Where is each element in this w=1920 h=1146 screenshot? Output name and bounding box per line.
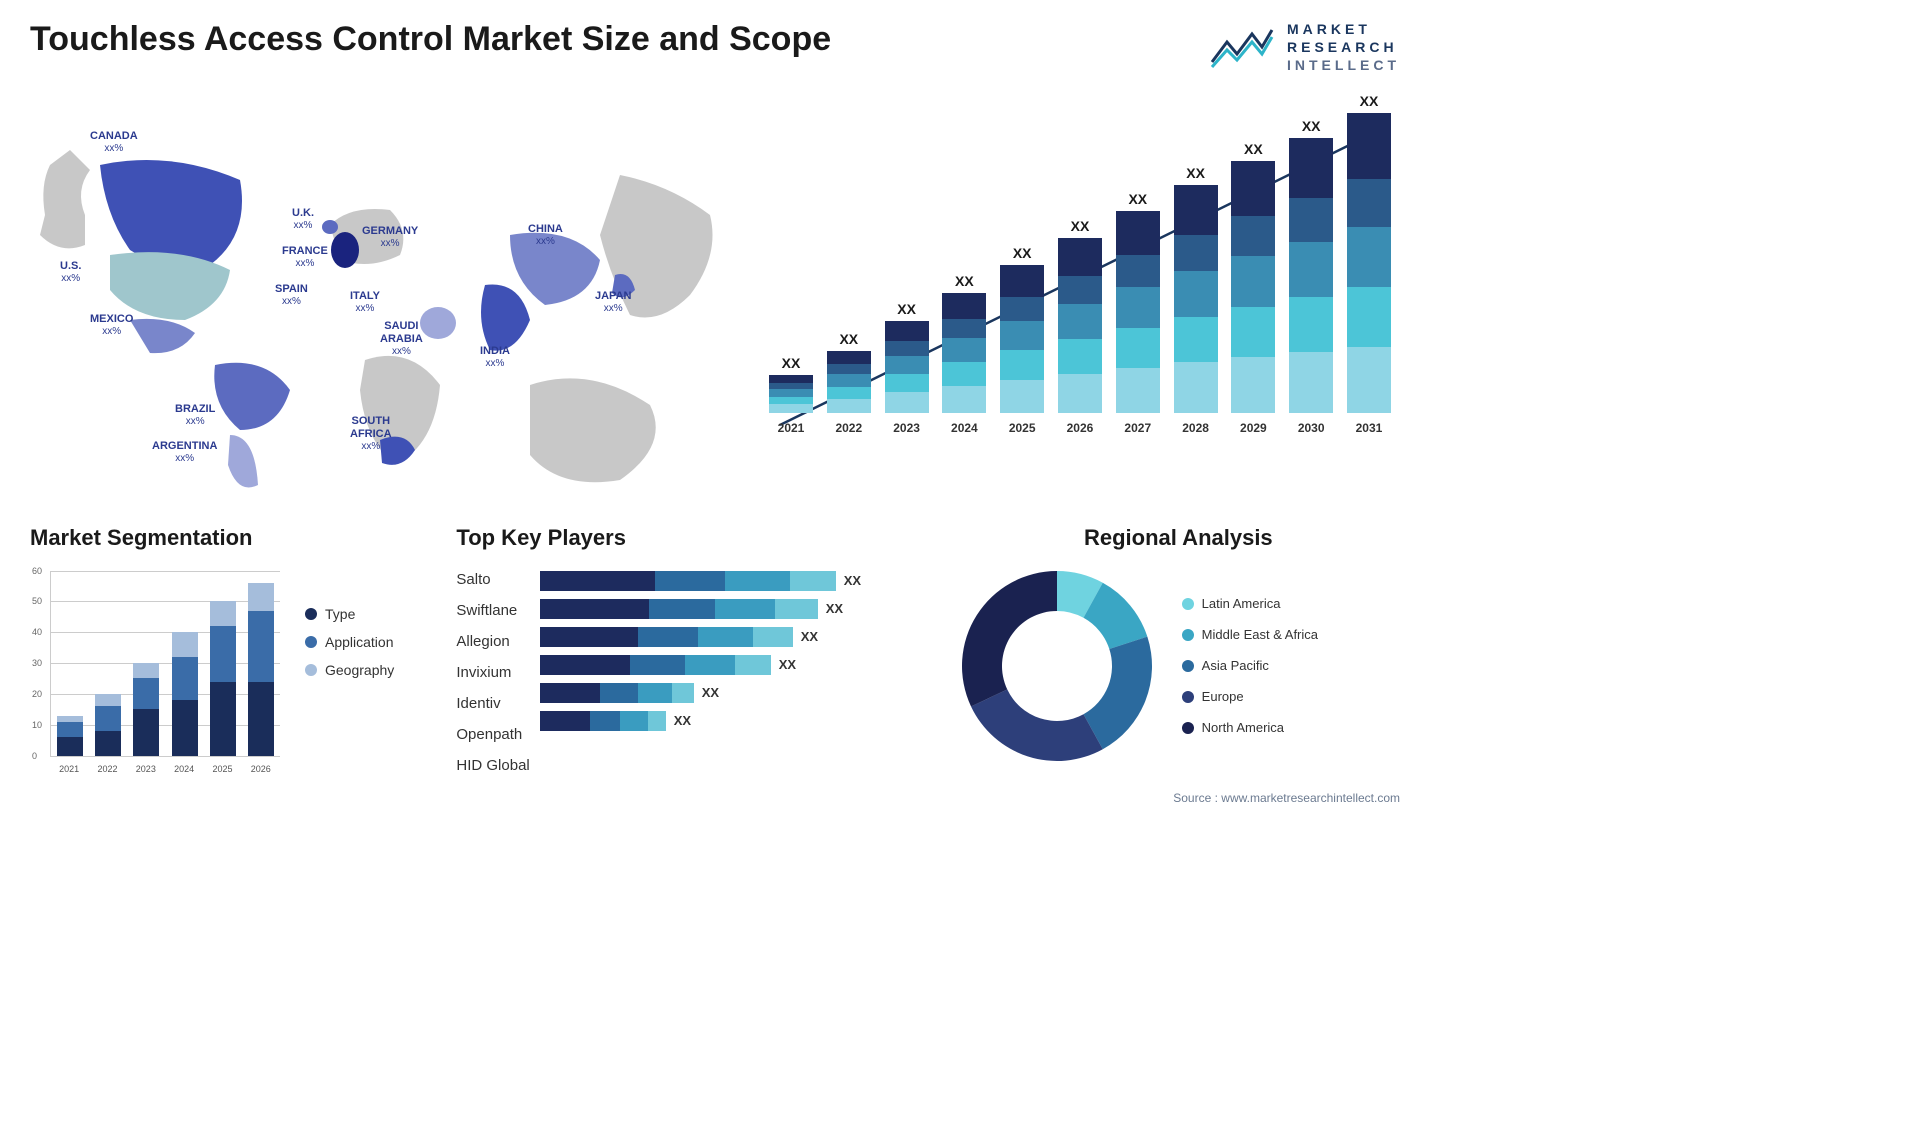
key-players-names: Salto Swiftlane Allegion Invixium Identiv Ope…: [456, 566, 529, 774]
growth-bar: XX2022: [823, 331, 875, 435]
segmentation-bar: [210, 601, 236, 755]
legend-item: Asia Pacific: [1182, 658, 1318, 673]
map-label: ARGENTINAxx%: [152, 440, 217, 465]
donut-segment: [971, 689, 1103, 761]
map-label: INDIAxx%: [480, 345, 510, 370]
growth-bar: XX2030: [1285, 118, 1337, 435]
legend-item: Europe: [1182, 689, 1318, 704]
segmentation-chart: 0102030405060202120222023202420252026: [30, 566, 280, 776]
map-label: ITALYxx%: [350, 290, 380, 315]
segmentation-bar: [95, 694, 121, 756]
key-player-bar: XX: [540, 627, 937, 647]
legend-item: North America: [1182, 720, 1318, 735]
map-brazil: [214, 362, 290, 429]
logo: MARKET RESEARCH INTELLECT: [1207, 20, 1400, 75]
key-player-name: Salto: [456, 571, 529, 588]
map-label: CHINAxx%: [528, 223, 563, 248]
growth-bar: XX2029: [1227, 141, 1279, 435]
key-player-name: Invixium: [456, 664, 529, 681]
top-row: CANADAxx% U.S.xx% MEXICOxx% BRAZILxx% ARGENT…: [30, 95, 1400, 495]
segmentation-legend: Type Application Geography: [305, 566, 394, 776]
key-player-name: Allegion: [456, 633, 529, 650]
key-player-bar: XX: [540, 683, 937, 703]
growth-bar: XX2025: [996, 245, 1048, 435]
key-player-name: Openpath: [456, 726, 529, 743]
key-player-name: HID Global: [456, 757, 529, 774]
growth-bar: XX2031: [1343, 93, 1395, 435]
segmentation-bar: [172, 632, 198, 755]
donut-segment: [962, 571, 1057, 706]
donut-segment: [1083, 636, 1152, 749]
key-players-title: Top Key Players: [456, 525, 936, 551]
map-uk: [322, 220, 338, 234]
growth-bar: XX2024: [938, 273, 990, 435]
map-label: U.K.xx%: [292, 207, 314, 232]
logo-icon: [1207, 22, 1277, 72]
map-label: JAPANxx%: [595, 290, 631, 315]
segmentation-bar: [57, 716, 83, 756]
legend-item: Geography: [305, 662, 394, 678]
growth-bar: XX2028: [1170, 165, 1222, 435]
world-map: CANADAxx% U.S.xx% MEXICOxx% BRAZILxx% ARGENT…: [30, 95, 730, 495]
key-players-panel: Top Key Players Salto Swiftlane Allegion In…: [456, 525, 936, 776]
segmentation-bar: [248, 583, 274, 756]
growth-bar: XX2027: [1112, 191, 1164, 435]
legend-item: Application: [305, 634, 394, 650]
map-mexico: [130, 318, 195, 352]
map-argentina: [228, 435, 258, 488]
growth-bar: XX2023: [881, 301, 933, 435]
growth-chart: XX2021XX2022XX2023XX2024XX2025XX2026XX20…: [760, 95, 1400, 495]
legend-item: Type: [305, 606, 394, 622]
regional-title: Regional Analysis: [957, 525, 1400, 551]
map-label: CANADAxx%: [90, 130, 138, 155]
map-label: SAUDIARABIAxx%: [380, 320, 423, 358]
map-label: SOUTHAFRICAxx%: [350, 415, 392, 453]
key-player-bar: XX: [540, 655, 937, 675]
map-label: FRANCExx%: [282, 245, 328, 270]
source-line: Source : www.marketresearchintellect.com: [30, 791, 1400, 805]
key-player-bar: XX: [540, 599, 937, 619]
bottom-row: Market Segmentation 01020304050602021202…: [30, 525, 1400, 776]
header: Touchless Access Control Market Size and…: [30, 20, 1400, 75]
key-players-bars: XX XX XX XX XX XX: [540, 566, 937, 774]
logo-text: MARKET RESEARCH INTELLECT: [1287, 20, 1400, 75]
map-france: [331, 232, 359, 268]
page-title: Touchless Access Control Market Size and…: [30, 20, 831, 59]
segmentation-panel: Market Segmentation 01020304050602021202…: [30, 525, 436, 776]
map-canada: [100, 160, 242, 268]
map-saudi: [420, 307, 456, 339]
key-player-name: Swiftlane: [456, 602, 529, 619]
map-label: SPAINxx%: [275, 283, 308, 308]
donut-chart: [957, 566, 1157, 766]
regional-legend: Latin America Middle East & Africa Asia Pa…: [1182, 596, 1318, 735]
key-player-name: Identiv: [456, 695, 529, 712]
map-label: GERMANYxx%: [362, 225, 418, 250]
segmentation-bar: [133, 663, 159, 755]
legend-item: Middle East & Africa: [1182, 627, 1318, 642]
legend-item: Latin America: [1182, 596, 1318, 611]
map-label: U.S.xx%: [60, 260, 81, 285]
segmentation-title: Market Segmentation: [30, 525, 436, 551]
map-label: BRAZILxx%: [175, 403, 215, 428]
growth-bar: XX2021: [765, 355, 817, 435]
map-india: [481, 284, 530, 350]
key-player-bar: XX: [540, 711, 937, 731]
regional-panel: Regional Analysis Latin America Middle Ea…: [957, 525, 1400, 776]
growth-bar: XX2026: [1054, 218, 1106, 435]
key-player-bar: XX: [540, 571, 937, 591]
map-label: MEXICOxx%: [90, 313, 133, 338]
